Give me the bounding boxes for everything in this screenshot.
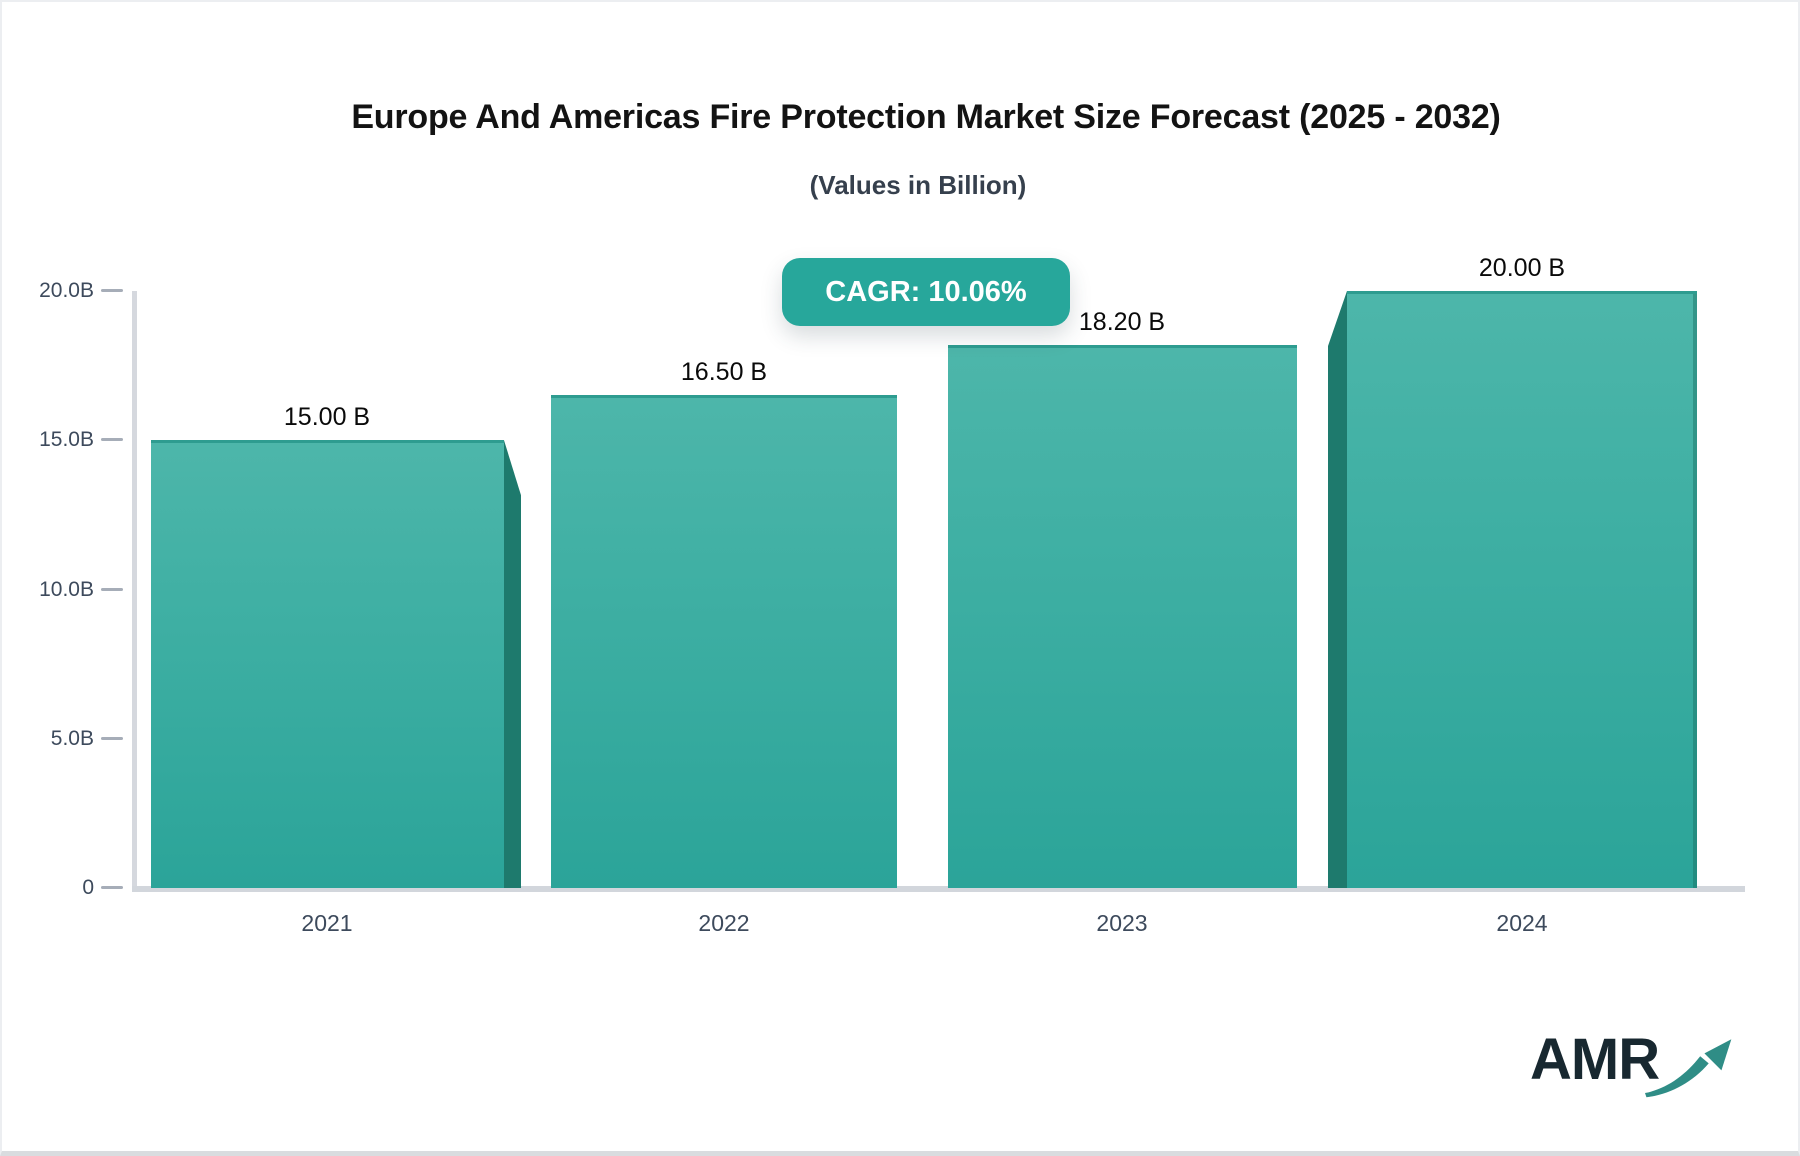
y-axis-tick-mark [101,736,123,740]
y-axis-tick-label: 5.0B [50,726,94,750]
bar-value-label-2021: 15.00 B [283,403,371,432]
y-axis-tick-mark [101,438,123,442]
bar-2021 [151,440,504,888]
y-axis-line [132,291,137,891]
growth-arrow-icon [1645,1032,1737,1111]
cagr-badge-label: CAGR: 10.06% [825,275,1027,308]
bar-value-label-2022: 16.50 B [680,358,768,387]
x-axis-label-2023: 2023 [1096,910,1148,936]
bar-3d-side-2024 [1328,291,1347,888]
amr-logo: AMR [1530,1027,1737,1111]
bar-value-label-2024: 20.00 B [1478,254,1566,282]
bar-2022 [551,395,897,888]
amr-logo-text: AMR [1530,1027,1660,1092]
chart-subtitle: (Values in Billion) [809,170,1027,200]
bar-2023 [948,344,1297,888]
y-axis-tick-mark [101,886,123,889]
x-axis-label-2022: 2022 [698,910,750,936]
x-axis-line [132,886,1745,892]
y-axis-tick-label: 10.0B [39,577,94,601]
y-axis-tick-label: 20.0B [39,279,94,302]
bar-3d-side-2021 [504,440,521,888]
y-axis-tick-label: 15.0B [39,428,94,452]
x-axis-label-2021: 2021 [301,910,353,936]
x-axis-label-2024: 2024 [1496,910,1548,936]
bar-2024 [1347,291,1697,888]
chart-title: Europe And Americas Fire Protection Mark… [351,98,1501,136]
cagr-badge: CAGR: 10.06% [782,258,1070,326]
bar-value-label-2023: 18.20 B [1078,307,1166,336]
y-axis-tick-mark [101,289,123,292]
y-axis-tick-mark [101,587,123,591]
y-axis-tick-label: 0 [82,876,94,899]
